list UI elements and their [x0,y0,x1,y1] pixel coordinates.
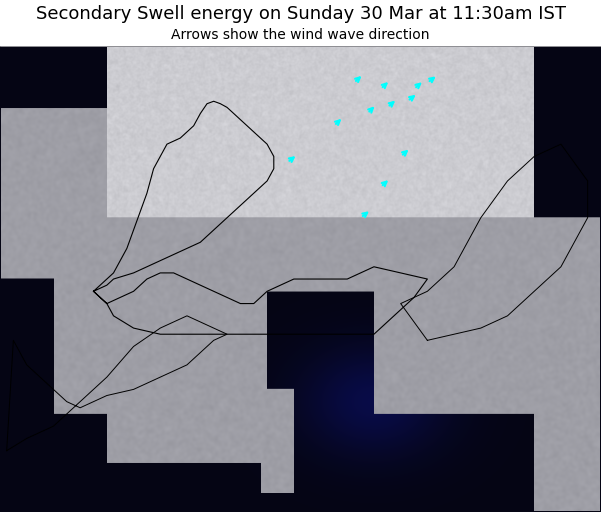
Text: Arrows show the wind wave direction: Arrows show the wind wave direction [171,28,430,41]
Text: Secondary Swell energy on Sunday 30 Mar at 11:30am IST: Secondary Swell energy on Sunday 30 Mar … [35,5,566,23]
